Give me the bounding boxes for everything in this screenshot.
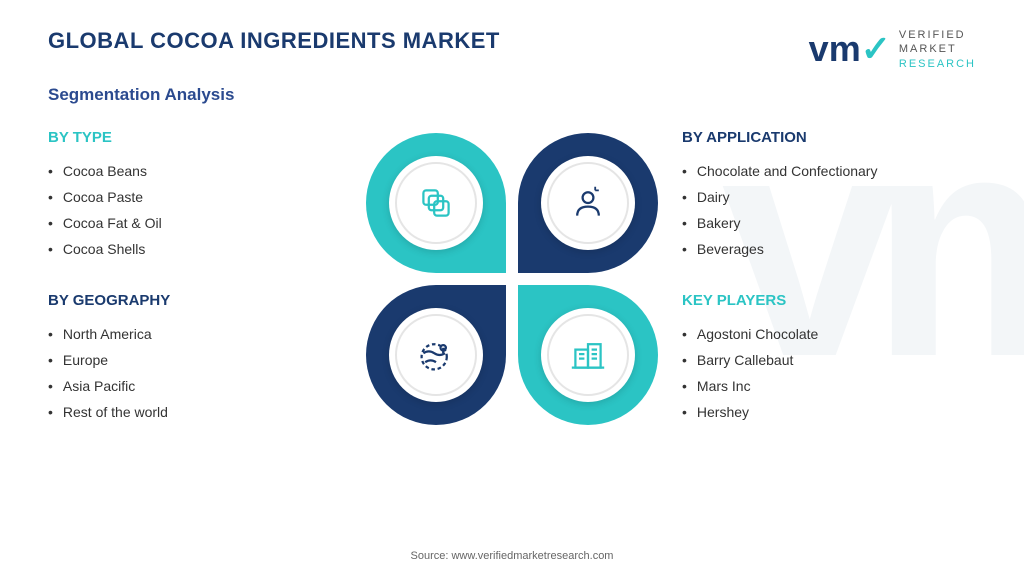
center-diagram — [362, 129, 662, 429]
list-geography: North America Europe Asia Pacific Rest o… — [48, 321, 342, 425]
list-item: North America — [48, 321, 342, 347]
list-application: Chocolate and Confectionary Dairy Bakery… — [682, 158, 976, 262]
list-item: Mars Inc — [682, 373, 976, 399]
list-item: Rest of the world — [48, 399, 342, 425]
list-item: Europe — [48, 347, 342, 373]
logo-icon: vm✓ — [809, 28, 891, 70]
header: GLOBAL COCOA INGREDIENTS MARKET vm✓ VERI… — [0, 0, 1024, 71]
section-title-players: KEY PLAYERS — [682, 292, 976, 309]
petal-inner-br — [541, 308, 635, 402]
petal-inner-bl — [389, 308, 483, 402]
list-item: Cocoa Fat & Oil — [48, 210, 342, 236]
person-icon — [570, 185, 606, 221]
petal-players — [518, 285, 658, 425]
list-type: Cocoa Beans Cocoa Paste Cocoa Fat & Oil … — [48, 158, 342, 262]
list-item: Bakery — [682, 210, 976, 236]
source-text: Source: www.verifiedmarketresearch.com — [411, 550, 614, 562]
section-title-application: BY APPLICATION — [682, 129, 976, 146]
content: BY TYPE Cocoa Beans Cocoa Paste Cocoa Fa… — [0, 105, 1024, 429]
section-title-type: BY TYPE — [48, 129, 342, 146]
section-application: BY APPLICATION Chocolate and Confectiona… — [682, 129, 976, 262]
list-item: Hershey — [682, 399, 976, 425]
globe-icon — [418, 337, 454, 373]
list-item: Dairy — [682, 184, 976, 210]
right-column: BY APPLICATION Chocolate and Confectiona… — [682, 129, 976, 429]
petal-inner-tl — [389, 156, 483, 250]
list-item: Barry Callebaut — [682, 347, 976, 373]
petal-geography — [366, 285, 506, 425]
list-players: Agostoni Chocolate Barry Callebaut Mars … — [682, 321, 976, 425]
list-item: Cocoa Beans — [48, 158, 342, 184]
list-item: Beverages — [682, 236, 976, 262]
list-item: Cocoa Shells — [48, 236, 342, 262]
left-column: BY TYPE Cocoa Beans Cocoa Paste Cocoa Fa… — [48, 129, 342, 429]
list-item: Asia Pacific — [48, 373, 342, 399]
building-icon — [570, 337, 606, 373]
subtitle: Segmentation Analysis — [0, 71, 1024, 105]
section-players: KEY PLAYERS Agostoni Chocolate Barry Cal… — [682, 292, 976, 425]
logo: vm✓ VERIFIED MARKET RESEARCH — [809, 28, 976, 71]
petal-type — [366, 133, 506, 273]
logo-text: VERIFIED MARKET RESEARCH — [899, 28, 976, 71]
list-item: Agostoni Chocolate — [682, 321, 976, 347]
petal-application — [518, 133, 658, 273]
list-item: Chocolate and Confectionary — [682, 158, 976, 184]
section-geography: BY GEOGRAPHY North America Europe Asia P… — [48, 292, 342, 425]
section-title-geography: BY GEOGRAPHY — [48, 292, 342, 309]
layers-icon — [418, 185, 454, 221]
petal-inner-tr — [541, 156, 635, 250]
page-title: GLOBAL COCOA INGREDIENTS MARKET — [48, 28, 500, 54]
list-item: Cocoa Paste — [48, 184, 342, 210]
section-type: BY TYPE Cocoa Beans Cocoa Paste Cocoa Fa… — [48, 129, 342, 262]
